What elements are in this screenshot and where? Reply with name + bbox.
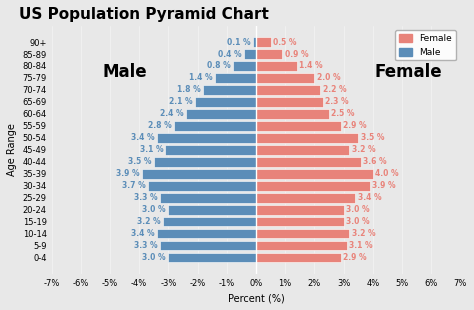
Text: 3.7 %: 3.7 % <box>122 181 146 190</box>
X-axis label: Percent (%): Percent (%) <box>228 293 284 303</box>
Bar <box>157 229 256 238</box>
Bar <box>256 133 358 143</box>
Text: 2.3 %: 2.3 % <box>326 97 349 106</box>
Text: 3.5 %: 3.5 % <box>361 133 384 142</box>
Text: 3.4 %: 3.4 % <box>131 133 155 142</box>
Bar <box>256 109 329 119</box>
Bar <box>256 121 341 131</box>
Text: 1.4 %: 1.4 % <box>299 61 323 70</box>
Bar <box>186 109 256 119</box>
Text: 3.9 %: 3.9 % <box>372 181 396 190</box>
Text: 3.4 %: 3.4 % <box>131 229 155 238</box>
Text: 2.0 %: 2.0 % <box>317 73 340 82</box>
Text: 3.6 %: 3.6 % <box>364 157 387 166</box>
Text: 0.1 %: 0.1 % <box>227 38 251 46</box>
Bar <box>233 61 256 71</box>
Text: 2.1 %: 2.1 % <box>169 97 192 106</box>
Bar <box>160 193 256 202</box>
Bar <box>244 49 256 59</box>
Text: 3.5 %: 3.5 % <box>128 157 152 166</box>
Text: 3.2 %: 3.2 % <box>137 217 160 226</box>
Text: 1.4 %: 1.4 % <box>189 73 213 82</box>
Text: 3.2 %: 3.2 % <box>352 229 375 238</box>
Text: 0.4 %: 0.4 % <box>219 50 242 59</box>
Text: 2.5 %: 2.5 % <box>331 109 355 118</box>
Bar <box>157 133 256 143</box>
Text: 1.8 %: 1.8 % <box>177 86 201 95</box>
Bar <box>256 49 282 59</box>
Text: 2.2 %: 2.2 % <box>323 86 346 95</box>
Text: 2.9 %: 2.9 % <box>343 121 366 130</box>
Bar <box>256 181 370 191</box>
Bar <box>142 169 256 179</box>
Text: 3.9 %: 3.9 % <box>116 169 140 178</box>
Text: 3.1 %: 3.1 % <box>139 145 163 154</box>
Text: 3.1 %: 3.1 % <box>349 241 373 250</box>
Bar <box>160 241 256 250</box>
Text: 3.2 %: 3.2 % <box>352 145 375 154</box>
Bar <box>203 85 256 95</box>
Bar <box>256 205 344 215</box>
Text: 3.0 %: 3.0 % <box>143 253 166 262</box>
Bar <box>256 37 271 47</box>
Bar <box>256 229 349 238</box>
Text: 3.0 %: 3.0 % <box>346 205 370 214</box>
Text: 0.5 %: 0.5 % <box>273 38 296 46</box>
Y-axis label: Age Range: Age Range <box>7 123 17 176</box>
Bar <box>256 85 320 95</box>
Text: 2.9 %: 2.9 % <box>343 253 366 262</box>
Text: Female: Female <box>374 63 442 81</box>
Text: 2.8 %: 2.8 % <box>148 121 172 130</box>
Bar <box>256 61 297 71</box>
Bar <box>256 73 314 83</box>
Bar <box>168 253 256 262</box>
Text: Male: Male <box>102 63 147 81</box>
Bar <box>256 145 349 155</box>
Bar <box>256 97 323 107</box>
Bar <box>256 253 341 262</box>
Bar <box>154 157 256 167</box>
Text: 3.3 %: 3.3 % <box>134 193 157 202</box>
Text: 3.4 %: 3.4 % <box>357 193 381 202</box>
Bar <box>215 73 256 83</box>
Bar <box>256 157 361 167</box>
Bar <box>256 193 355 202</box>
Bar <box>256 169 373 179</box>
Text: 4.0 %: 4.0 % <box>375 169 399 178</box>
Bar <box>165 145 256 155</box>
Text: US Population Pyramid Chart: US Population Pyramid Chart <box>19 7 269 22</box>
Bar <box>148 181 256 191</box>
Text: 0.9 %: 0.9 % <box>284 50 308 59</box>
Text: 3.0 %: 3.0 % <box>346 217 370 226</box>
Text: 3.0 %: 3.0 % <box>143 205 166 214</box>
Bar <box>163 217 256 227</box>
Bar <box>168 205 256 215</box>
Bar <box>253 37 256 47</box>
Bar <box>195 97 256 107</box>
Bar <box>256 217 344 227</box>
Text: 0.8 %: 0.8 % <box>207 61 230 70</box>
Text: 3.3 %: 3.3 % <box>134 241 157 250</box>
Legend: Female, Male: Female, Male <box>395 30 456 60</box>
Text: 2.4 %: 2.4 % <box>160 109 183 118</box>
Bar <box>256 241 346 250</box>
Bar <box>174 121 256 131</box>
